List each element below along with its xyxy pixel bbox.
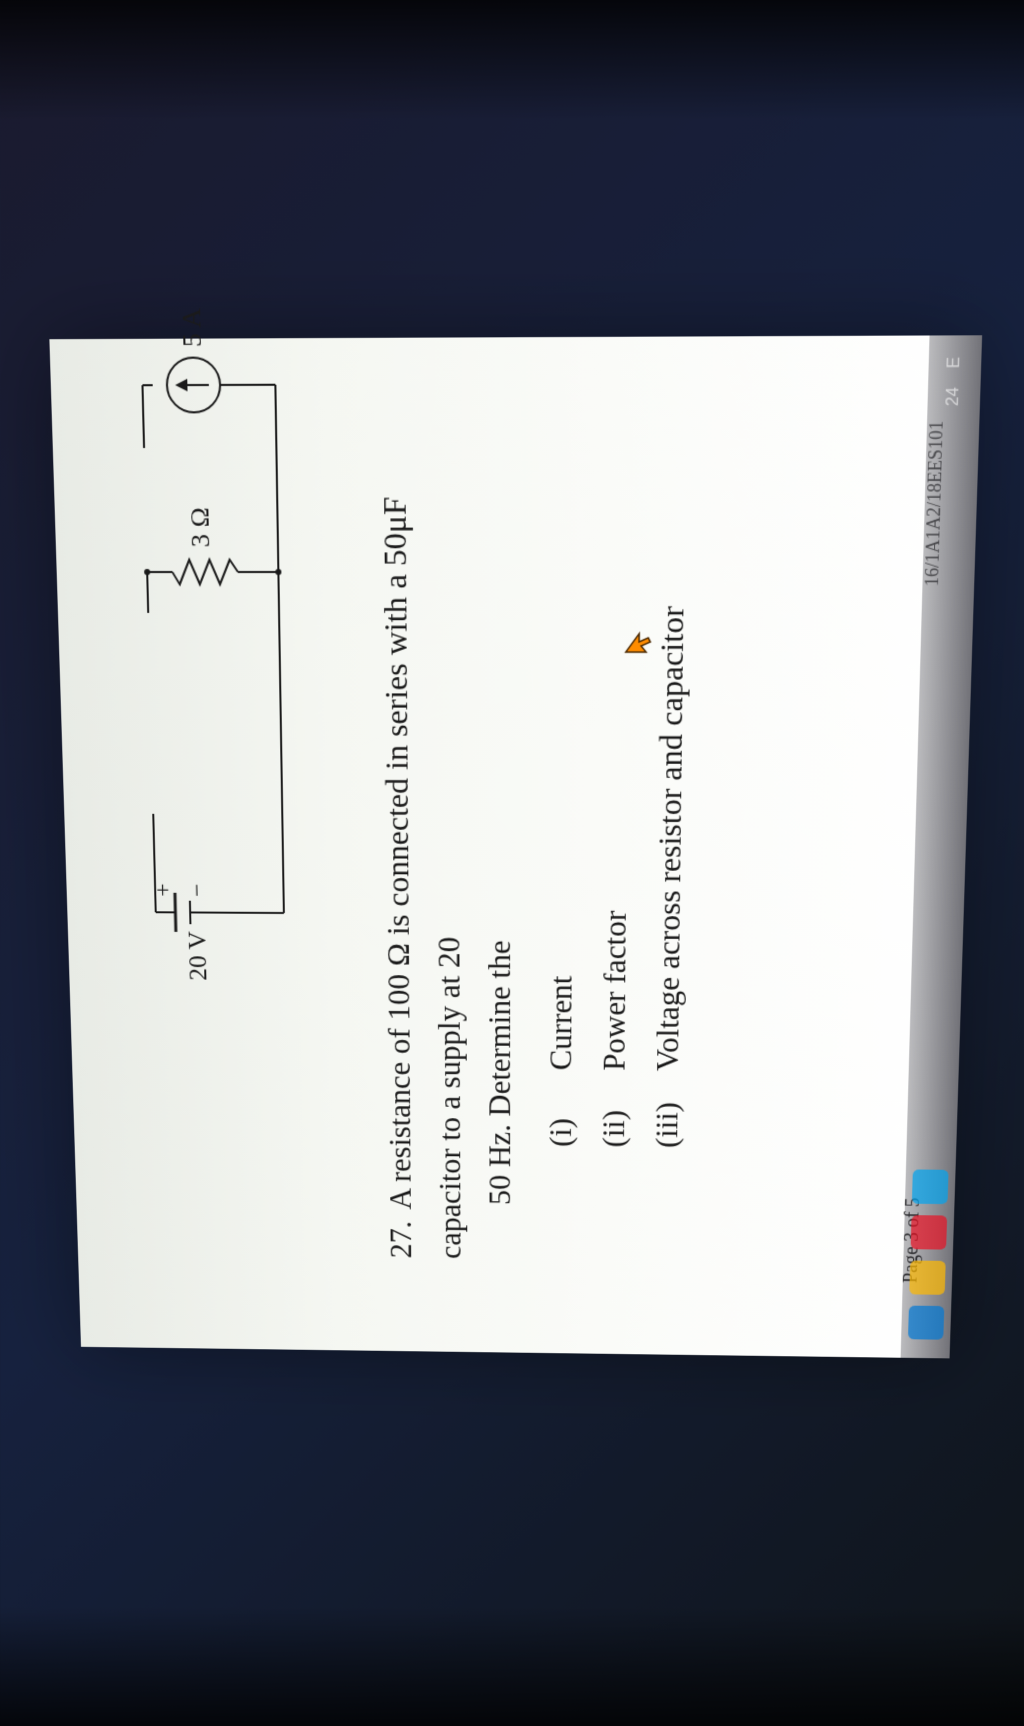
document-page: 20 V + − 3 Ω 5 A 27. A resistance of 100…	[49, 335, 982, 1358]
sub-item-num: (i)	[533, 1070, 587, 1147]
rotated-screen-view: 20 V + − 3 Ω 5 A 27. A resistance of 100…	[0, 333, 1024, 1363]
sub-item-text: Power factor	[587, 379, 647, 1071]
taskbar-badge: 24	[944, 387, 962, 406]
voltage-label: 20 V	[182, 931, 212, 981]
circuit-diagram: 20 V + − 3 Ω 5 A	[89, 278, 325, 991]
question-number: 27.	[383, 1221, 419, 1259]
sub-item-num: (iii)	[640, 1071, 695, 1148]
question-27: 27. A resistance of 100 Ω is connected i…	[368, 379, 704, 1262]
vignette-bottom	[0, 1606, 1024, 1726]
taskbar-app-icon[interactable]	[908, 1306, 944, 1340]
sub-item-2: (ii) Power factor	[586, 379, 647, 1147]
voltage-minus: −	[184, 883, 210, 896]
question-text-line2: 50 Hz. Determine the	[473, 380, 526, 1206]
question-text-line1: A resistance of 100 Ω is connected in se…	[376, 497, 468, 1259]
current-label: 5 A	[176, 308, 207, 347]
taskbar-app-icon[interactable]	[912, 1169, 949, 1204]
taskbar-system-tray[interactable]: 24 E	[944, 357, 964, 406]
taskbar-app-icon[interactable]	[911, 1215, 948, 1249]
sub-item-num: (ii)	[586, 1071, 640, 1148]
question-sub-items: (i) Current (ii) Power factor (iii) Volt…	[533, 379, 703, 1148]
sub-item-text: Current	[533, 379, 590, 1070]
mouse-cursor-icon	[624, 630, 653, 655]
sub-item-3: (iii) Voltage across resistor and capaci…	[640, 379, 704, 1148]
vignette-top	[0, 0, 1024, 120]
resistor-label: 3 Ω	[185, 507, 216, 547]
sub-item-1: (i) Current	[533, 379, 590, 1147]
circuit-svg: 20 V + − 3 Ω 5 A	[89, 278, 325, 991]
taskbar-lang: E	[945, 357, 963, 368]
voltage-plus: +	[150, 883, 176, 896]
windows-taskbar[interactable]: 24 E	[901, 335, 983, 1358]
sub-item-text: Voltage across resistor and capacitor	[641, 379, 704, 1071]
taskbar-app-icon[interactable]	[909, 1261, 945, 1295]
